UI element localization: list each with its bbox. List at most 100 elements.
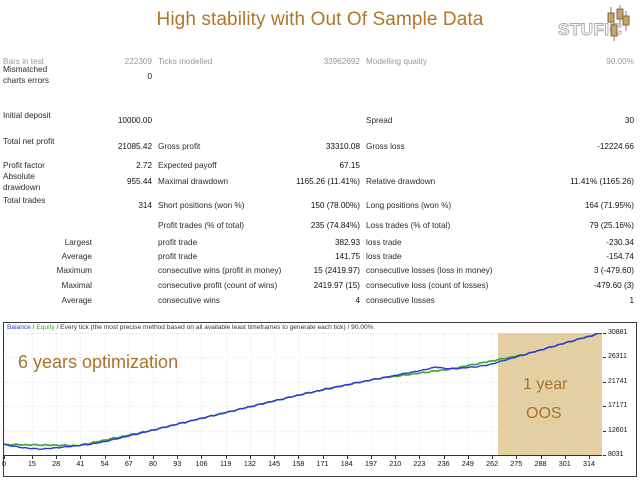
x-tick-label: 158: [292, 459, 305, 468]
stufic-logo-icon: STUFIC: [556, 5, 634, 45]
report-value-primary: 314: [138, 201, 152, 210]
x-tick-mark: [177, 456, 178, 459]
report-row: Profit trades (% of total) 235 (74.84%) Lo…: [0, 220, 640, 232]
report-label-primary: Average: [61, 296, 92, 305]
report-row: Largest profit trade 382.93 loss trade -230.…: [0, 237, 640, 249]
report-value-secondary: 15 (2419.97): [313, 266, 360, 275]
chart-y-axis: 8031 12601 17171 21741 26311 30881: [603, 329, 638, 465]
x-tick-mark: [419, 456, 420, 459]
x-tick-mark: [589, 456, 590, 459]
x-tick-mark: [347, 456, 348, 459]
report-label-primary: Profit factor: [3, 161, 45, 170]
x-tick-mark: [541, 456, 542, 459]
legend-separator-2: /: [54, 324, 61, 331]
x-tick-label: 262: [486, 459, 499, 468]
y-tick-label: 12601: [608, 426, 628, 434]
report-row: Bars in test 222309 Ticks modelled 33962692…: [0, 56, 640, 68]
x-tick-label: 184: [340, 459, 353, 468]
chart-legend: Balance / Equity / Every tick (the most …: [7, 324, 374, 331]
x-tick-label: 314: [582, 459, 595, 468]
report-row: Absolute drawdown 955.44 Maximal drawdown 1…: [0, 172, 640, 192]
x-tick-mark: [56, 456, 57, 459]
x-tick-mark: [395, 456, 396, 459]
report-value-tertiary: -154.74: [606, 252, 634, 261]
report-value-secondary: 4: [355, 296, 360, 305]
report-row: Total net profit 21085.42 Gross profit 3331…: [0, 137, 640, 153]
x-tick-label: 249: [461, 459, 474, 468]
legend-separator-1: /: [30, 324, 37, 331]
report-label-tertiary: loss trade: [366, 252, 402, 261]
y-tick-mark: [603, 455, 606, 456]
report-value-tertiary: 79 (25.16%): [589, 221, 634, 230]
x-tick-mark: [444, 456, 445, 459]
x-tick-label: 80: [149, 459, 158, 468]
report-label-secondary: Gross profit: [158, 142, 201, 151]
x-tick-label: 171: [316, 459, 329, 468]
report-label-secondary: consecutive wins (profit in money): [158, 266, 282, 275]
report-label-tertiary: Modelling quality: [366, 57, 427, 66]
report-value-secondary: 141.75: [334, 252, 360, 261]
report-value-primary: 10000.00: [117, 116, 152, 125]
report-value-secondary: 150 (78.00%): [310, 201, 360, 210]
report-value-primary: 21085.42: [117, 142, 152, 151]
report-label-primary: Bars in test: [3, 57, 44, 66]
x-tick-label: 41: [76, 459, 85, 468]
report-value-secondary: 33310.08: [325, 142, 360, 151]
x-tick-label: 106: [195, 459, 208, 468]
y-tick-label: 8031: [608, 451, 624, 458]
report-label-tertiary: loss trade: [366, 238, 402, 247]
legend-method-text: Every tick (the most precise method base…: [60, 324, 374, 331]
x-tick-mark: [4, 456, 5, 459]
report-value-secondary: 1165.26 (11.41%): [296, 177, 360, 186]
report-value-secondary: 67.15: [339, 161, 361, 170]
y-tick-label: 30881: [608, 329, 628, 336]
chart-series-layer: [4, 333, 602, 451]
chart-x-axis: 0 15 28 41 54 67 80 93 106 119 132 145 158 171 184 197 2…: [2, 455, 602, 478]
x-tick-mark: [516, 456, 517, 459]
x-tick-label: 132: [243, 459, 256, 468]
report-value-primary: 2.72: [136, 161, 152, 170]
equity-plot: [4, 333, 602, 455]
x-tick-label: 67: [124, 459, 133, 468]
y-tick-mark: [603, 357, 606, 358]
report-row: Mismatched charts errors 0: [0, 65, 640, 85]
report-value-tertiary: 90.00%: [606, 57, 634, 66]
report-row: Average consecutive wins 4 consecutive loss…: [0, 295, 640, 307]
x-tick-label: 28: [52, 459, 61, 468]
report-label-secondary: Maximal drawdown: [158, 177, 229, 186]
y-tick-mark: [603, 431, 606, 432]
report-value-primary: 0: [147, 72, 152, 81]
report-label-primary: Mismatched charts errors: [3, 65, 49, 85]
report-label-tertiary: Loss trades (% of total): [366, 221, 451, 230]
report-label-primary: Average: [61, 252, 92, 261]
report-row: Maximal consecutive profit (count of wins…: [0, 280, 640, 292]
report-label-secondary: consecutive profit (count of wins): [158, 281, 278, 290]
x-tick-label: 145: [268, 459, 281, 468]
x-tick-mark: [226, 456, 227, 459]
x-tick-mark: [468, 456, 469, 459]
legend-equity-label: Equity: [36, 324, 55, 331]
annotation-oos-line1: 1 year: [523, 376, 568, 393]
report-row: Initial deposit 10000.00 Spread 30: [0, 111, 640, 127]
x-tick-mark: [492, 456, 493, 459]
report-label-tertiary: Long positions (won %): [366, 201, 452, 210]
report-label-secondary: profit trade: [158, 238, 198, 247]
x-tick-mark: [32, 456, 33, 459]
report-label-secondary: profit trade: [158, 252, 198, 261]
x-tick-label: 275: [510, 459, 523, 468]
x-tick-mark: [105, 456, 106, 459]
legend-balance-label: Balance: [7, 324, 31, 331]
report-value-secondary: 382.93: [334, 238, 360, 247]
x-tick-mark: [250, 456, 251, 459]
report-label-primary: Largest: [64, 238, 92, 247]
x-tick-label: 210: [389, 459, 402, 468]
report-value-tertiary: 164 (71.95%): [584, 201, 634, 210]
x-tick-label: 0: [2, 459, 6, 468]
report-value-tertiary: -230.34: [606, 238, 634, 247]
x-tick-label: 197: [364, 459, 377, 468]
page-header: High stability with Out Of Sample Data S…: [0, 0, 640, 50]
annotation-oos-line2: OOS: [526, 405, 562, 422]
report-value-primary: 222309: [124, 57, 152, 66]
report-value-tertiary: 30: [624, 116, 634, 125]
report-row: Total trades 314 Short positions (won %) 15…: [0, 196, 640, 212]
